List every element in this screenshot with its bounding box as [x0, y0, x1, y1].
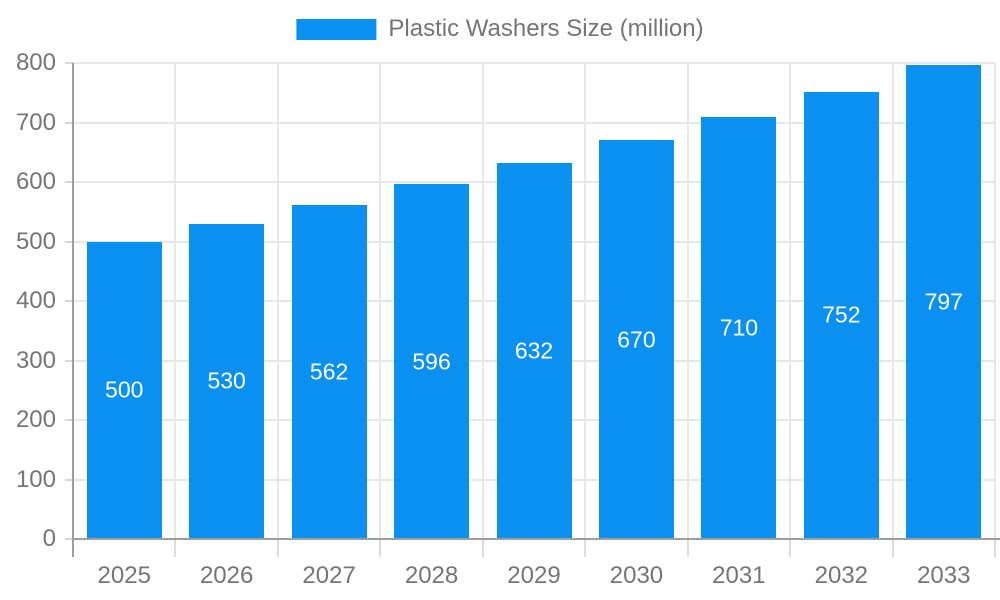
bar-2029[interactable]	[496, 162, 572, 539]
x-axis-label-2026: 2026	[199, 562, 254, 589]
y-axis-label-300: 300	[15, 346, 56, 374]
x-tick-9	[994, 539, 996, 557]
y-tick-200	[65, 419, 73, 421]
y-tick-700	[65, 121, 73, 124]
y-axis-label-0: 0	[42, 525, 56, 552]
y-tick-800	[65, 62, 73, 64]
bar-2027[interactable]	[291, 204, 367, 539]
x-gridline-3	[379, 63, 382, 539]
legend-swatch-icon	[296, 18, 377, 40]
bar-value-label-2026: 530	[207, 367, 246, 394]
x-tick-4	[481, 539, 484, 557]
bar-value-label-2030: 670	[617, 326, 656, 353]
bar-2033[interactable]	[906, 64, 982, 539]
y-axis-line	[72, 63, 74, 557]
x-gridline-1	[174, 63, 177, 539]
y-gridline-700	[73, 121, 995, 124]
x-axis-label-2032: 2032	[814, 562, 869, 589]
y-axis-label-800: 800	[15, 49, 56, 76]
plot-area: 500 530 562 596 632 670 710 752 797	[65, 62, 1000, 557]
y-axis-label-500: 500	[15, 227, 56, 255]
y-tick-100	[65, 478, 73, 481]
y-axis-label-200: 200	[15, 406, 56, 433]
bar-2031[interactable]	[701, 116, 777, 539]
x-axis-label-2028: 2028	[404, 562, 459, 589]
y-axis-label-600: 600	[15, 168, 56, 195]
x-tick-5	[584, 539, 587, 557]
x-gridline-8	[891, 63, 894, 539]
x-axis-line	[72, 538, 1000, 540]
y-axis-label-100: 100	[15, 465, 56, 493]
x-axis-label-2025: 2025	[97, 562, 151, 589]
x-axis-label-2031: 2031	[712, 562, 766, 589]
x-gridline-4	[481, 63, 484, 539]
y-tick-300	[65, 359, 73, 362]
y-tick-600	[65, 181, 73, 183]
legend-label: Plastic Washers Size (million)	[388, 15, 704, 42]
x-gridline-7	[789, 63, 792, 539]
x-axis-label-2029: 2029	[507, 562, 561, 589]
bar-value-label-2031: 710	[719, 314, 759, 341]
y-tick-0	[65, 538, 73, 540]
y-axis-label-700: 700	[15, 108, 56, 136]
x-tick-2	[276, 539, 279, 557]
x-tick-3	[379, 539, 382, 557]
bar-value-label-2028: 596	[412, 348, 451, 375]
x-tick-8	[891, 539, 894, 557]
y-tick-500	[65, 240, 73, 243]
x-axis-label-2033: 2033	[917, 562, 971, 589]
x-axis-label-2027: 2027	[302, 562, 356, 589]
x-gridline-9	[994, 63, 996, 539]
bar-2032[interactable]	[803, 91, 879, 539]
bar-value-label-2029: 632	[514, 337, 554, 364]
x-gridline-5	[584, 63, 587, 539]
bar-value-label-2027: 562	[309, 358, 349, 385]
x-tick-7	[789, 539, 792, 557]
bar-2028[interactable]	[394, 184, 470, 539]
bar-value-label-2025: 500	[105, 376, 144, 403]
bar-2025[interactable]	[86, 241, 162, 539]
bar-2026[interactable]	[189, 223, 265, 539]
x-gridline-6	[686, 63, 689, 539]
y-tick-400	[65, 300, 73, 302]
legend[interactable]: Plastic Washers Size (million)	[296, 15, 704, 43]
x-gridline-2	[276, 63, 279, 539]
y-gridline-800	[73, 62, 995, 64]
x-axis-label-2030: 2030	[609, 562, 664, 589]
bar-2030[interactable]	[598, 140, 674, 539]
x-tick-6	[686, 539, 689, 557]
bar-value-label-2033: 797	[924, 288, 963, 315]
bar-value-label-2032: 752	[822, 301, 861, 328]
y-axis-label-400: 400	[15, 287, 56, 314]
x-tick-1	[174, 539, 177, 557]
